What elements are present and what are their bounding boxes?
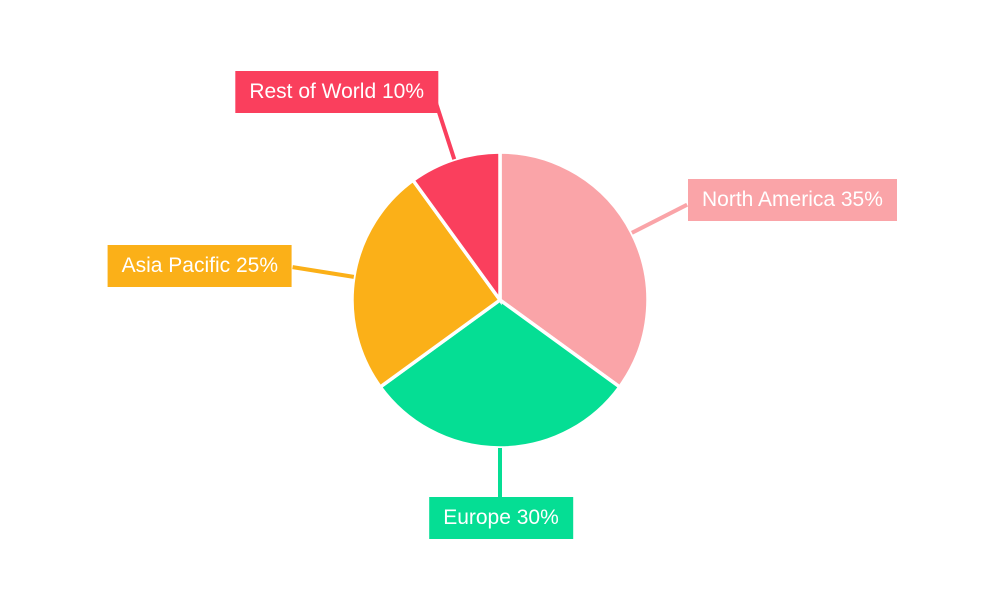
pie-slice-asia-pacific [350,177,503,390]
pie-label-asia-pacific: Asia Pacific 25% [107,245,292,287]
pie-slice-north-america [498,150,650,390]
pie-slice-rest-of-world [410,150,502,306]
leader-line-north-america [630,202,689,235]
leader-line-asia-pacific [292,265,355,279]
pie-label-rest-of-world: Rest of World 10% [235,71,438,113]
pie-label-europe: Europe 30% [429,497,573,539]
pie-label-north-america: North America 35% [688,179,897,221]
pie-slice-europe [377,297,623,450]
leader-line-rest-of-world [433,99,457,160]
